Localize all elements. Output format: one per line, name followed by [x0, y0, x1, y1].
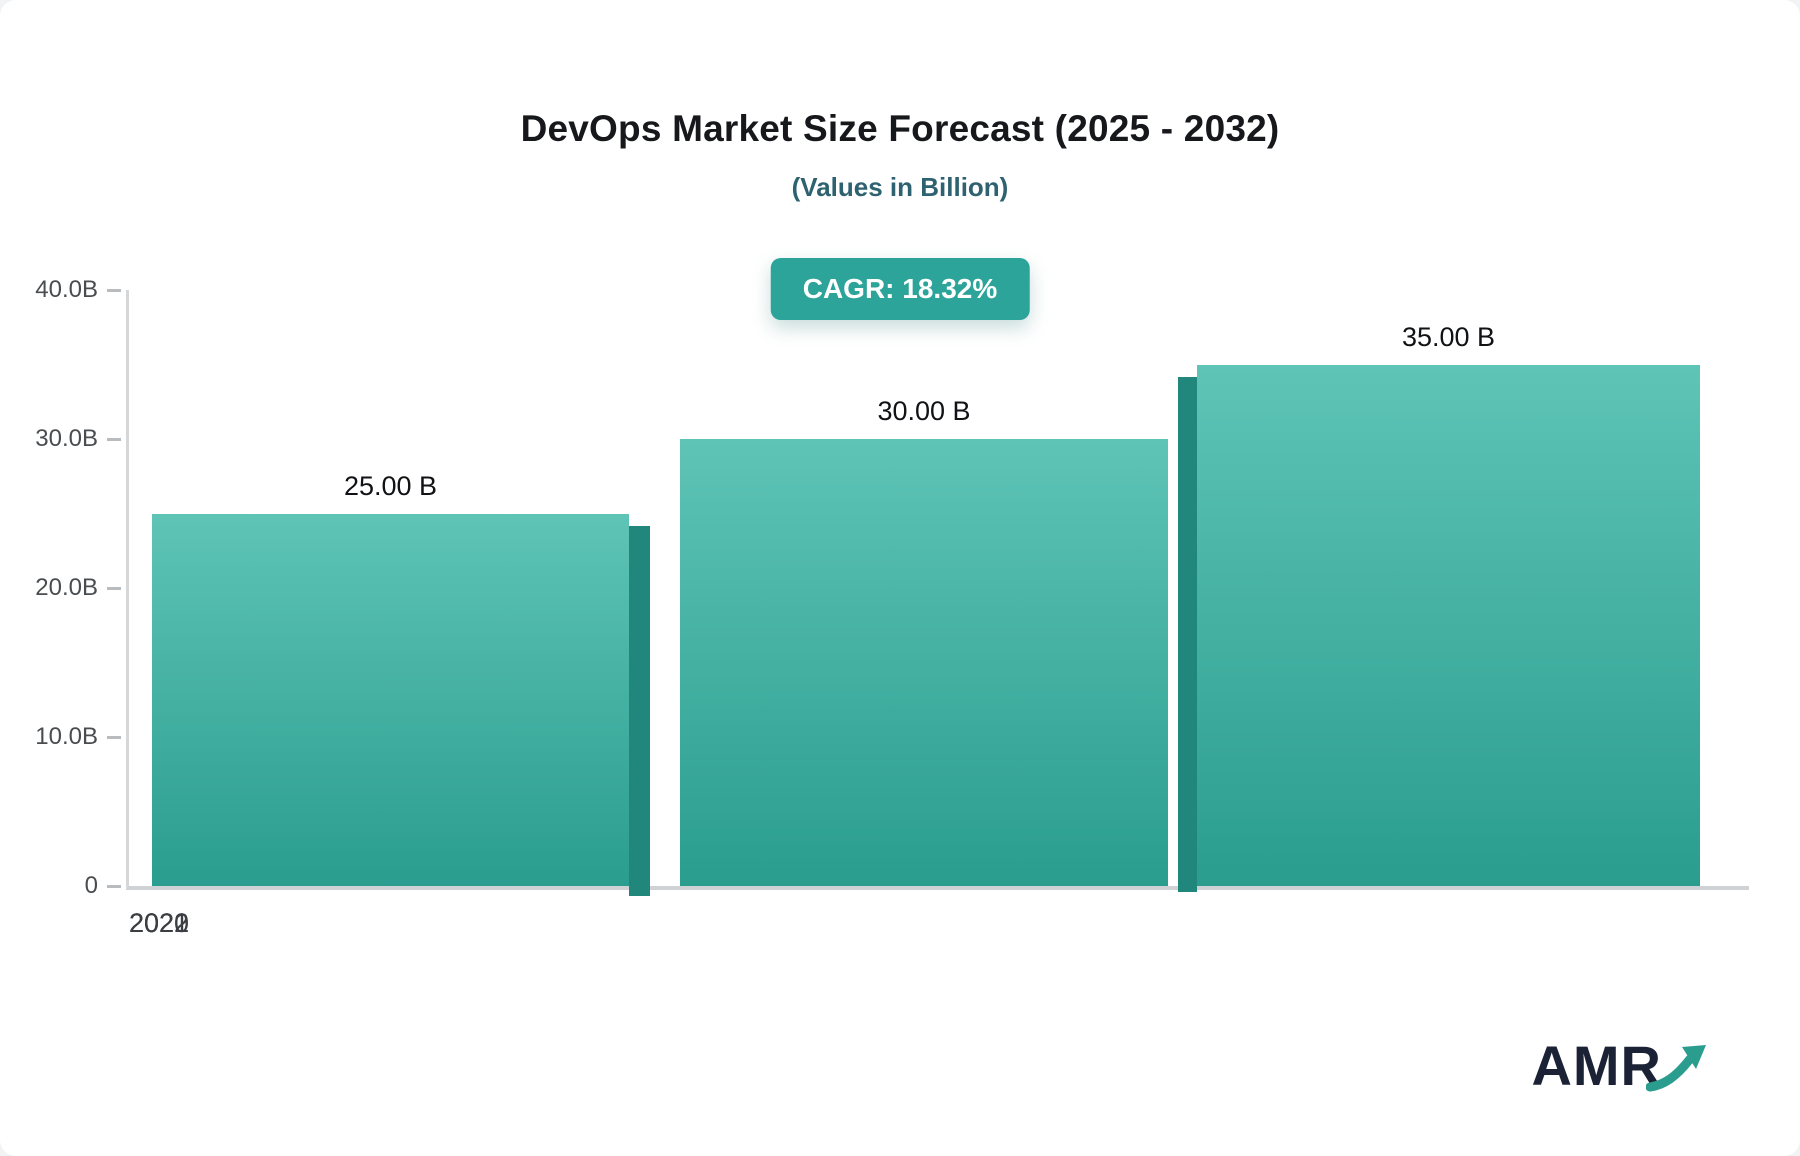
bar-group-2022: 35.00 B	[1178, 290, 1700, 892]
amr-logo: AMR	[1531, 1033, 1708, 1098]
y-tick: 30.0B	[35, 425, 121, 453]
bar-value-label: 30.00 B	[877, 396, 971, 426]
x-axis-label-2021: 2021	[129, 908, 190, 938]
bar-value-label: 35.00 B	[1401, 321, 1496, 352]
bar-2020: 25.00 B	[152, 471, 650, 896]
tick-mark	[107, 437, 121, 441]
plot-area: 40.0B 30.0B 20.0B 10.0B 0 25.00 B	[35, 276, 1749, 938]
tick-mark	[107, 288, 121, 292]
bars-container: 25.00 B 30.00 B 35.00 B	[129, 290, 1749, 896]
y-tick: 10.0B	[35, 723, 121, 751]
amr-logo-text: AMR	[1531, 1034, 1662, 1097]
bar-group-2021: 30.00 B	[680, 290, 1168, 886]
y-tick: 0	[85, 872, 121, 900]
tick-mark	[107, 884, 121, 888]
y-tick-label: 0	[84, 872, 98, 899]
chart-title: DevOps Market Size Forecast (2025 - 2032…	[520, 108, 1280, 149]
y-tick: 20.0B	[35, 574, 121, 602]
y-tick-label: 30.0B	[35, 425, 98, 452]
y-tick: 40.0B	[35, 276, 121, 304]
chart-subtitle: (Values in Billion)	[791, 172, 1009, 202]
y-tick-label: 20.0B	[35, 574, 98, 601]
bar-2022: 35.00 B	[1178, 322, 1700, 892]
y-tick-label: 10.0B	[35, 723, 98, 750]
bar-value-label: 25.00 B	[343, 470, 438, 501]
growth-arrow-icon	[1646, 1044, 1706, 1091]
x-axis-label-2022: 2022	[129, 908, 190, 938]
cagr-badge: CAGR: 18.32%	[770, 258, 1030, 320]
tick-mark	[107, 735, 121, 739]
bar-group-2020: 25.00 B	[152, 290, 650, 896]
tick-mark	[107, 586, 121, 590]
bar-2021: 30.00 B	[680, 396, 1168, 886]
y-tick-label: 40.0B	[35, 276, 98, 303]
x-axis-label-2020: 2020	[129, 908, 190, 938]
